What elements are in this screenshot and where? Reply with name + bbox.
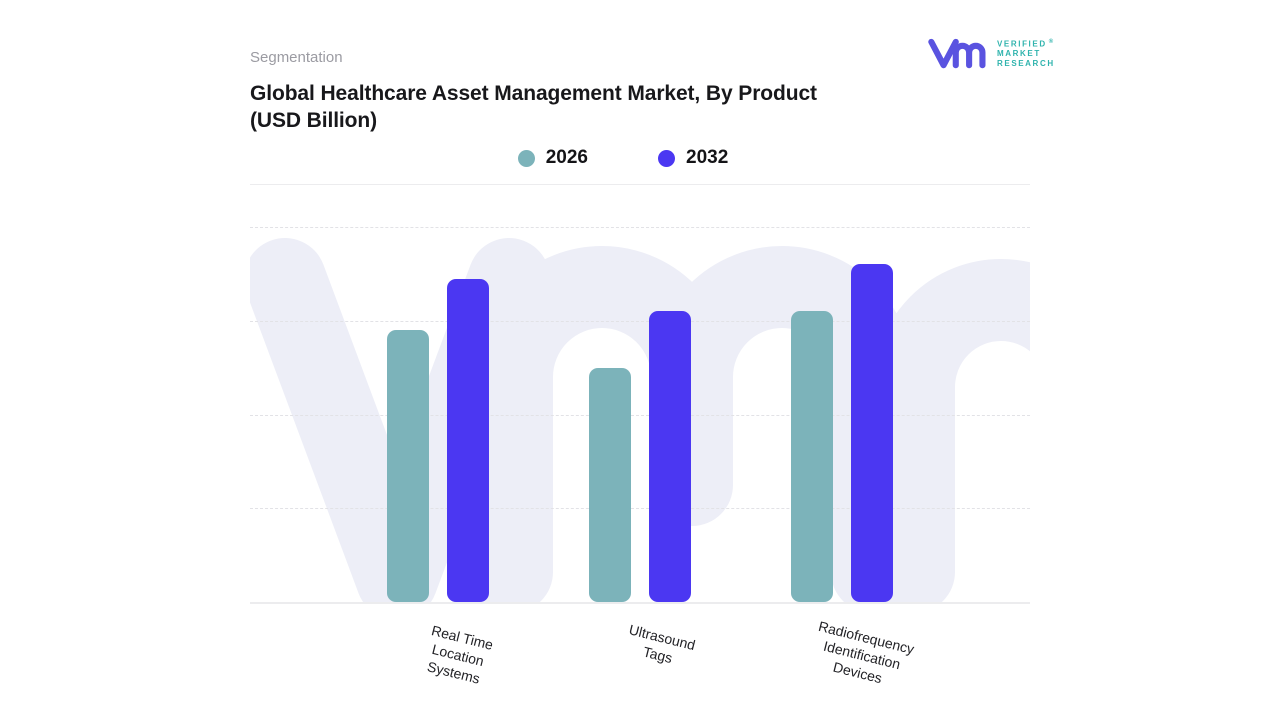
bar-2032-ultrasound-tags: [649, 311, 691, 602]
bar-2026-ultrasound-tags: [589, 368, 631, 602]
chart-legend: 2026 2032: [233, 147, 1013, 169]
brand-logo: VERIFIED ® MARKET RESEARCH: [928, 36, 1055, 70]
brand-line-3: RESEARCH: [997, 58, 1055, 68]
gridline: [250, 415, 1030, 416]
vmr-monogram-icon: [928, 38, 986, 69]
brand-line-1: VERIFIED ®: [997, 38, 1055, 49]
brand-line-2: MARKET: [997, 49, 1041, 59]
gridline: [250, 227, 1030, 228]
legend-swatch-2032: [658, 149, 675, 167]
bar-2026-radiofrequency-identification-devices: [791, 311, 833, 602]
bar-2026-real-time-location-systems: [387, 330, 429, 602]
chart-title: Global Healthcare Asset Management Marke…: [250, 80, 817, 134]
brand-wordmark: VERIFIED ® MARKET RESEARCH: [997, 38, 1055, 68]
brand-word-verified: VERIFIED: [997, 39, 1047, 49]
gridline: [250, 508, 1030, 509]
category-label-real-time-location-systems: Real Time Location Systems: [374, 609, 542, 700]
category-label-ultrasound-tags: Ultrasound Tags: [578, 609, 742, 683]
bar-2032-real-time-location-systems: [447, 279, 489, 602]
gridline: [250, 321, 1030, 322]
bar-2032-radiofrequency-identification-devices: [851, 264, 893, 602]
legend-label-2032: 2032: [686, 147, 729, 168]
chart-title-line2: (USD Billion): [250, 109, 378, 132]
legend-label-2026: 2026: [545, 147, 588, 168]
plot-area: [250, 227, 1030, 604]
legend-item-2026: 2026: [517, 147, 588, 169]
x-axis-labels: Real Time Location Systems Ultrasound Tags Ra…: [250, 618, 1030, 715]
legend-swatch-2026: [517, 149, 535, 167]
header-separator: [250, 184, 1030, 185]
x-axis-line: [250, 602, 1030, 604]
registered-mark: ®: [1048, 38, 1055, 45]
eyebrow-label: Segmentation: [250, 49, 343, 66]
category-label-radiofrequency-identification-devices: Radiofrequency Identification Devices: [778, 609, 946, 700]
chart-title-line1: Global Healthcare Asset Management Marke…: [250, 82, 817, 105]
legend-item-2032: 2032: [658, 147, 728, 169]
